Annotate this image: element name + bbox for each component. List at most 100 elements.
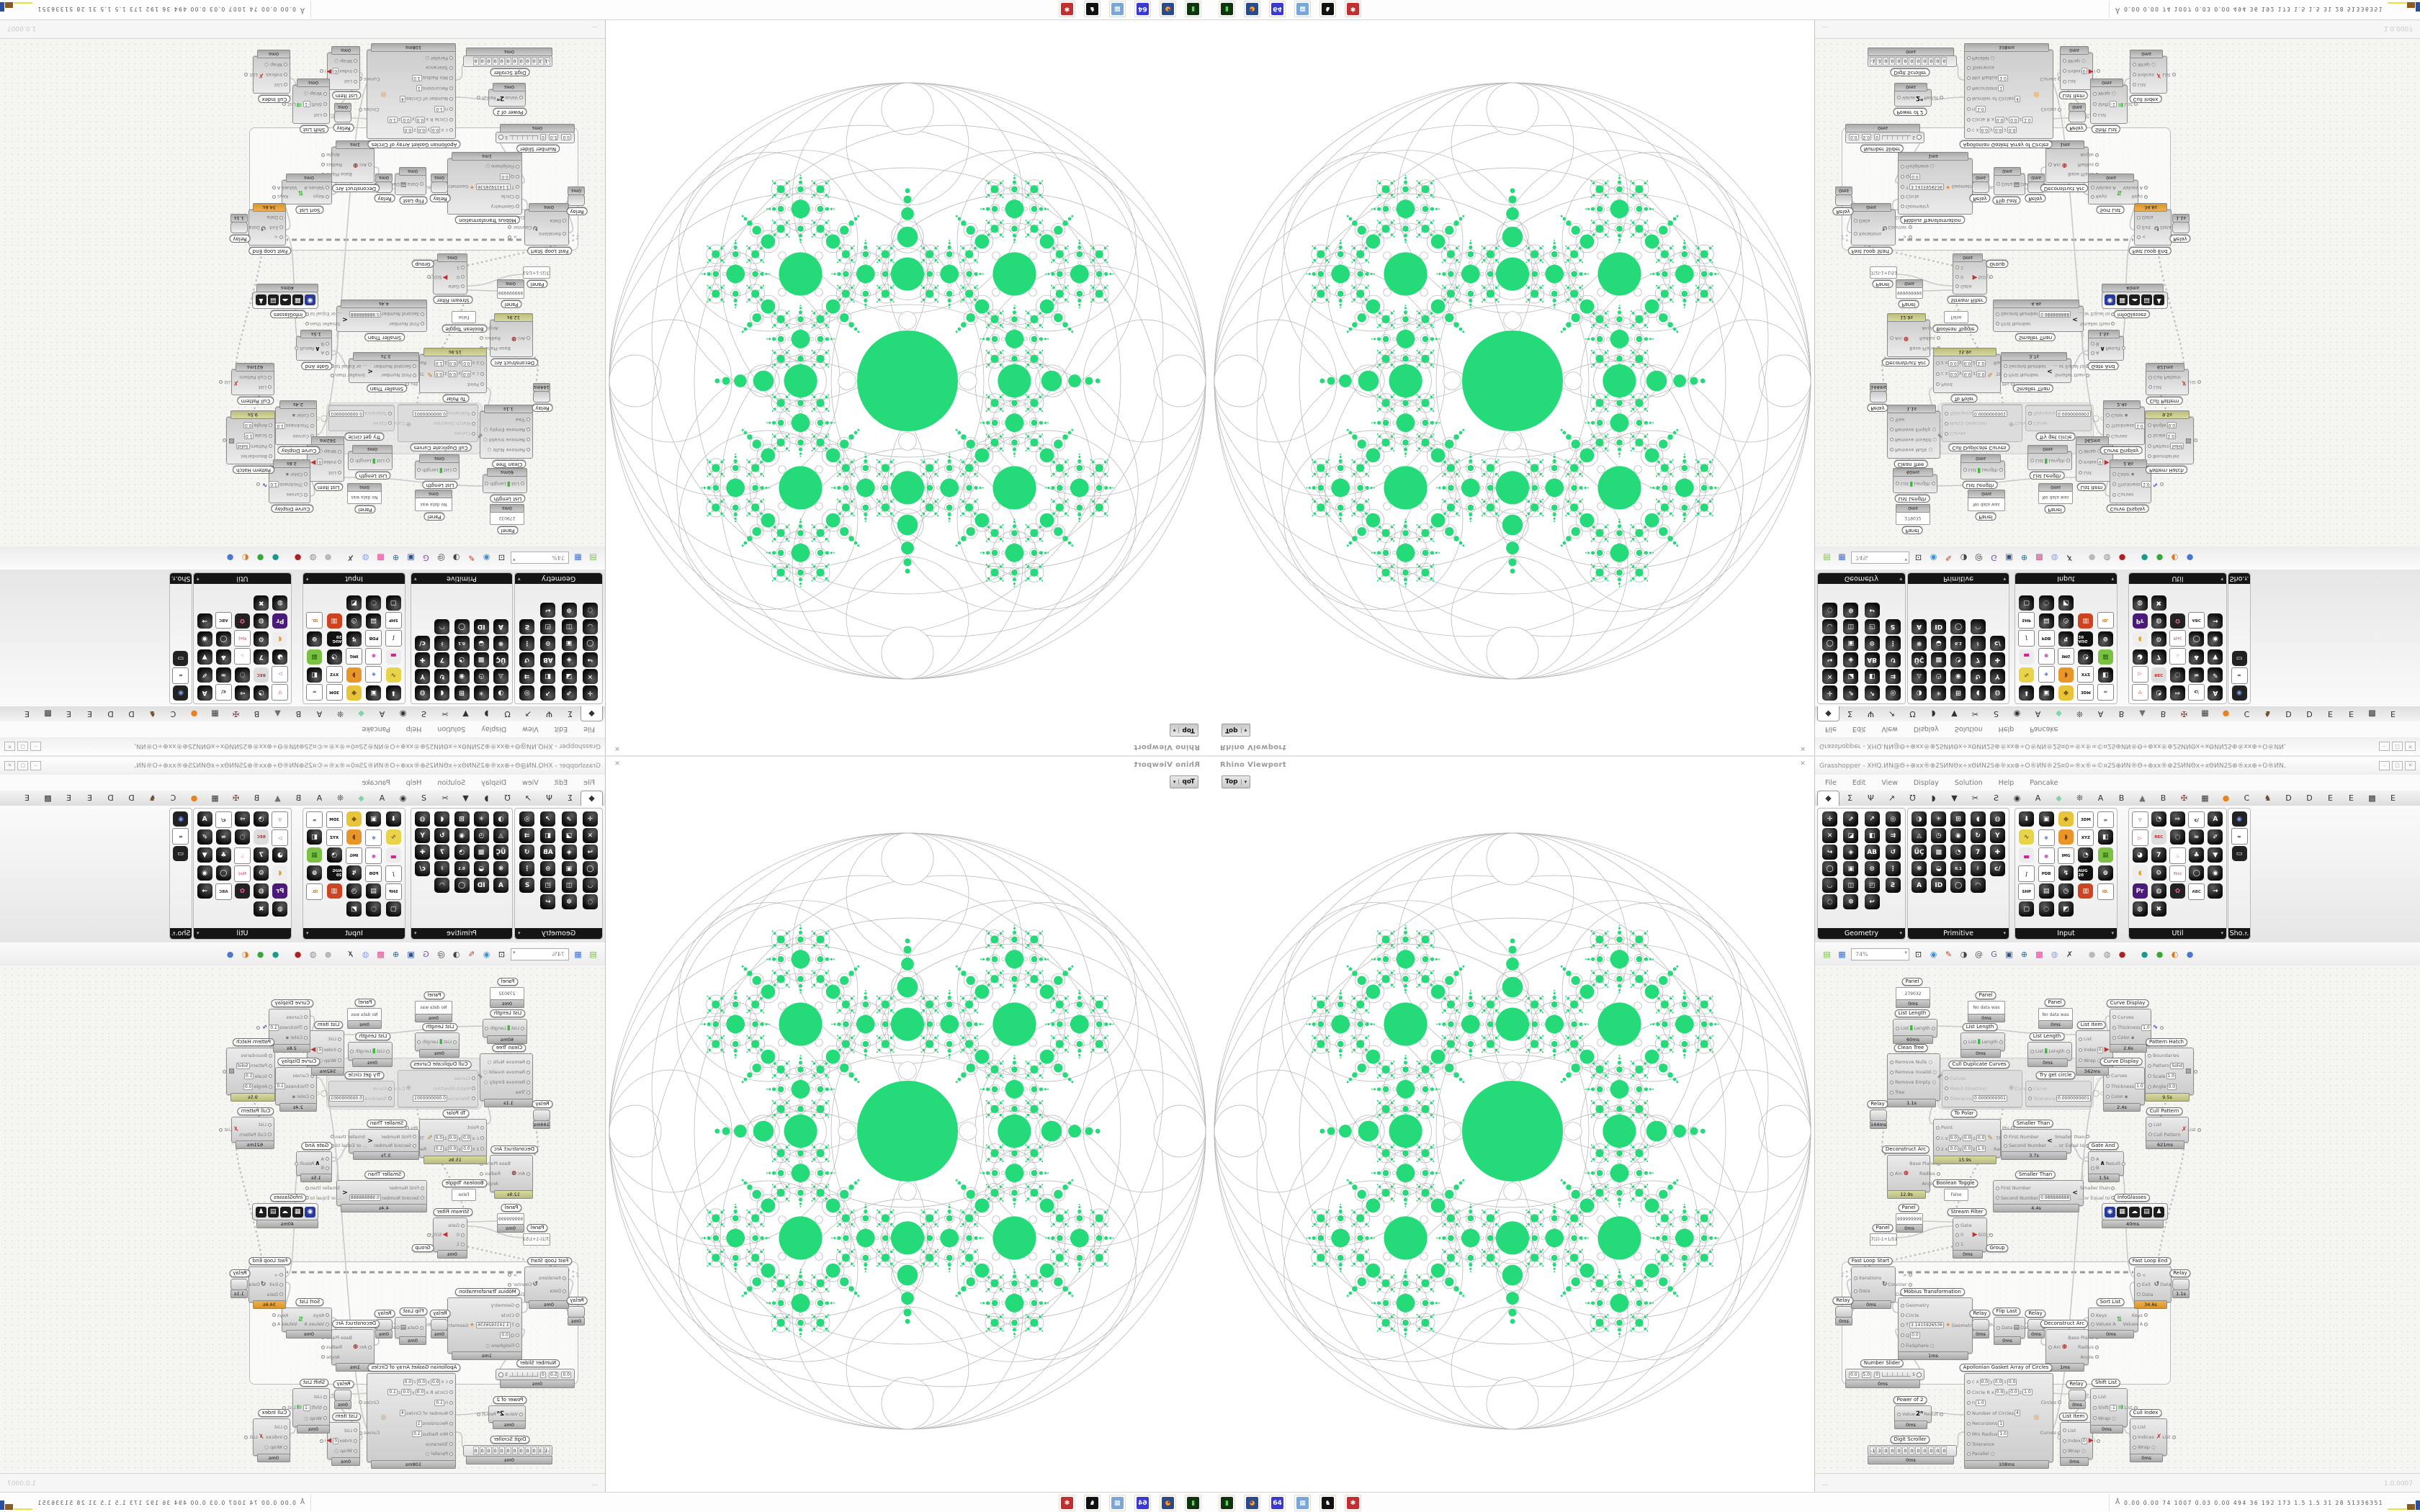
component-icon[interactable]: ◍ <box>272 901 288 917</box>
component-icon[interactable]: ▥ <box>326 883 342 899</box>
component-icon[interactable]: ⊞ <box>1950 811 1966 827</box>
tab-category-9[interactable]: ◉ <box>2013 709 2021 719</box>
toggle-half-icon[interactable]: ◑ <box>452 949 460 959</box>
tab-category-0[interactable]: ◆ <box>581 706 603 721</box>
node-deconstruct-arc[interactable]: Arc ⊕ Base Plane Radius Angle <box>2045 1329 2094 1365</box>
component-icon[interactable]: ✳ <box>473 685 489 701</box>
taskbar-firefox-icon[interactable]: ◕ <box>1160 1495 1176 1511</box>
node-cull-pattern[interactable]: List Cull Pattern ✗ List <box>2146 369 2196 395</box>
display-blue-icon[interactable]: ● <box>226 949 234 959</box>
menu-solution[interactable]: Solution <box>1954 778 1983 787</box>
component-icon[interactable]: ▼ <box>2208 847 2223 863</box>
component-icon[interactable]: ▼ <box>2208 649 2223 665</box>
node-apollonian-gasket-array-of-circles-label[interactable]: Apollonian Gasket Array of Circles <box>1959 1364 2053 1372</box>
component-icon[interactable]: ⊞ <box>454 811 470 827</box>
window-icon-icon[interactable]: ▣ <box>2005 949 2013 959</box>
component-icon[interactable]: ◧ <box>1864 828 1880 843</box>
component-icon[interactable]: ↪ <box>582 652 598 667</box>
node-clean-tree[interactable]: Remove Nulls ○ Remove Invalid ○ Remove Emp… <box>467 1053 533 1101</box>
toggle-half-icon[interactable]: ◑ <box>1960 553 1968 563</box>
node-list-length-label[interactable]: List Length <box>1962 481 1998 489</box>
tab-category-25[interactable]: E <box>66 793 71 803</box>
menu-file[interactable]: File <box>583 725 595 734</box>
infoglasses-icon[interactable]: ◉ <box>305 294 315 306</box>
node-relay-label[interactable]: Relay <box>1867 404 1888 412</box>
component-icon[interactable]: ◔ <box>326 847 342 863</box>
tab-category-15[interactable]: ▲ <box>274 793 281 803</box>
component-icon[interactable]: ▣ <box>561 861 577 876</box>
taskbar-calculator-icon[interactable]: ▦ <box>1109 1 1126 17</box>
node-fast-loop-end-label[interactable]: Fast Loop End <box>248 1257 292 1265</box>
node-relay-label[interactable]: Relay <box>2025 1310 2046 1318</box>
preview-off-icon[interactable]: ● <box>324 553 332 563</box>
display-orange-icon[interactable]: ◐ <box>241 949 249 959</box>
taskbar-floppy-64-icon[interactable]: 64 <box>1134 1 1151 17</box>
node-pattern-hatch-label[interactable]: Pattern Hatch <box>233 466 274 474</box>
node-m-bius-transformation-label[interactable]: Möbius Transformation <box>455 216 520 224</box>
component-icon[interactable]: ▣ <box>2038 811 2054 827</box>
component-icon[interactable]: ◔ <box>454 652 470 667</box>
component-icon[interactable]: ◔ <box>1950 845 1966 860</box>
taskbar-calculator-icon[interactable]: ▦ <box>1109 1495 1126 1511</box>
component-icon[interactable]: ◑ <box>493 685 508 701</box>
tab-category-10[interactable]: A <box>379 709 385 719</box>
component-icon[interactable]: ◷ <box>1931 828 1947 843</box>
canvas[interactable]: Panel 279032 0ms List Length List ▮ Length 60ms… <box>0 39 605 546</box>
toggle-half-icon[interactable]: ◑ <box>1960 949 1968 959</box>
node-list-item-label[interactable]: List Item <box>313 483 344 491</box>
tab-category-1[interactable]: Σ <box>568 709 573 719</box>
tab-category-26[interactable]: ▩ <box>2368 793 2376 803</box>
balloon-icon[interactable]: ◍ <box>362 949 369 959</box>
node-gate-and[interactable]: A B ∧ Result <box>296 336 332 361</box>
component-icon[interactable]: ❋ <box>493 636 508 651</box>
tab-category-6[interactable]: ▼ <box>462 793 469 803</box>
node-infoglasses[interactable]: ◉ ▦ ☁ ▤ ♟ <box>2102 1203 2168 1220</box>
palette-label[interactable]: Input ▾ <box>2015 928 2117 939</box>
node-group-label[interactable]: Group <box>1986 260 2009 268</box>
save-file-icon[interactable]: ▦ <box>574 949 582 959</box>
component-icon[interactable]: ▭ <box>2231 846 2247 861</box>
menu-edit[interactable]: Edit <box>1852 725 1866 734</box>
node-panel[interactable]: No data was <box>1968 498 2005 511</box>
component-icon[interactable]: 7 <box>1970 652 1986 667</box>
component-icon[interactable]: ❆ <box>1843 894 1859 909</box>
preview-off-icon[interactable]: ● <box>2088 553 2096 563</box>
component-icon[interactable]: ⚙ <box>254 865 269 881</box>
display-green-icon[interactable]: ● <box>2156 949 2164 959</box>
component-icon[interactable]: ◒ <box>473 636 489 651</box>
maximize-button[interactable]: □ <box>17 742 28 751</box>
cluster-x-icon[interactable]: ✗ <box>346 553 354 563</box>
tab-category-13[interactable]: A <box>2097 793 2104 803</box>
palette-label[interactable]: Geometry ▾ <box>1818 928 1905 939</box>
component-icon[interactable]: c/ <box>1989 861 2005 876</box>
node-clean-tree[interactable]: Remove Nulls ○ Remove Invalid ○ Remove Emp… <box>467 411 533 459</box>
taskbar-wolf-icon[interactable]: ♞ <box>1084 1495 1101 1511</box>
node-clean-tree[interactable]: Remove Nulls ○ Remove Invalid ○ Remove Emp… <box>1887 1053 1953 1101</box>
component-icon[interactable]: ▥ <box>2078 613 2094 629</box>
tab-category-3[interactable]: ↗ <box>1888 793 1896 803</box>
component-icon[interactable]: ↗ <box>1864 685 1880 701</box>
component-icon[interactable]: AB <box>1864 845 1880 860</box>
component-icon[interactable]: ◍ <box>254 613 269 629</box>
component-icon[interactable]: c/ <box>415 636 431 651</box>
taskbar-calculator-icon[interactable]: ▦ <box>1294 1495 1311 1511</box>
component-icon[interactable]: PDB <box>2038 630 2055 647</box>
component-icon[interactable]: ↯ <box>346 865 362 881</box>
node-sort-list[interactable]: Keys Values A ⇅ Keys Values A <box>2088 180 2143 204</box>
component-icon[interactable]: ▢ <box>2019 595 2035 611</box>
component-icon[interactable]: ∞ <box>306 811 323 828</box>
node-stream-filter[interactable]: Gate 0 1 ▶ S(0) <box>432 1218 467 1252</box>
component-icon[interactable]: SHP <box>2018 612 2035 629</box>
node-smaller-than[interactable]: First Number Second Number 0.988888888 < Sma… <box>1993 1180 2110 1206</box>
taskbar-wolf-icon[interactable]: ♞ <box>1319 1495 1336 1511</box>
component-icon[interactable]: Ƨ <box>519 878 535 893</box>
tab-category-11[interactable]: ◆ <box>358 793 364 803</box>
node-list-item-label[interactable]: List Item <box>2058 91 2089 99</box>
node-deconstruct-arc-label[interactable]: Deconstruct Arc <box>331 1320 380 1328</box>
node-number-slider-label[interactable]: Number Slider <box>516 1359 560 1367</box>
node-cull-index[interactable]: List Indices Wrap ○ ✗ List <box>2130 56 2171 94</box>
component-icon[interactable]: A <box>197 811 212 827</box>
component-icon[interactable]: ❋ <box>1912 636 1927 651</box>
node-flip-last-label[interactable]: Flip Last <box>399 197 428 204</box>
